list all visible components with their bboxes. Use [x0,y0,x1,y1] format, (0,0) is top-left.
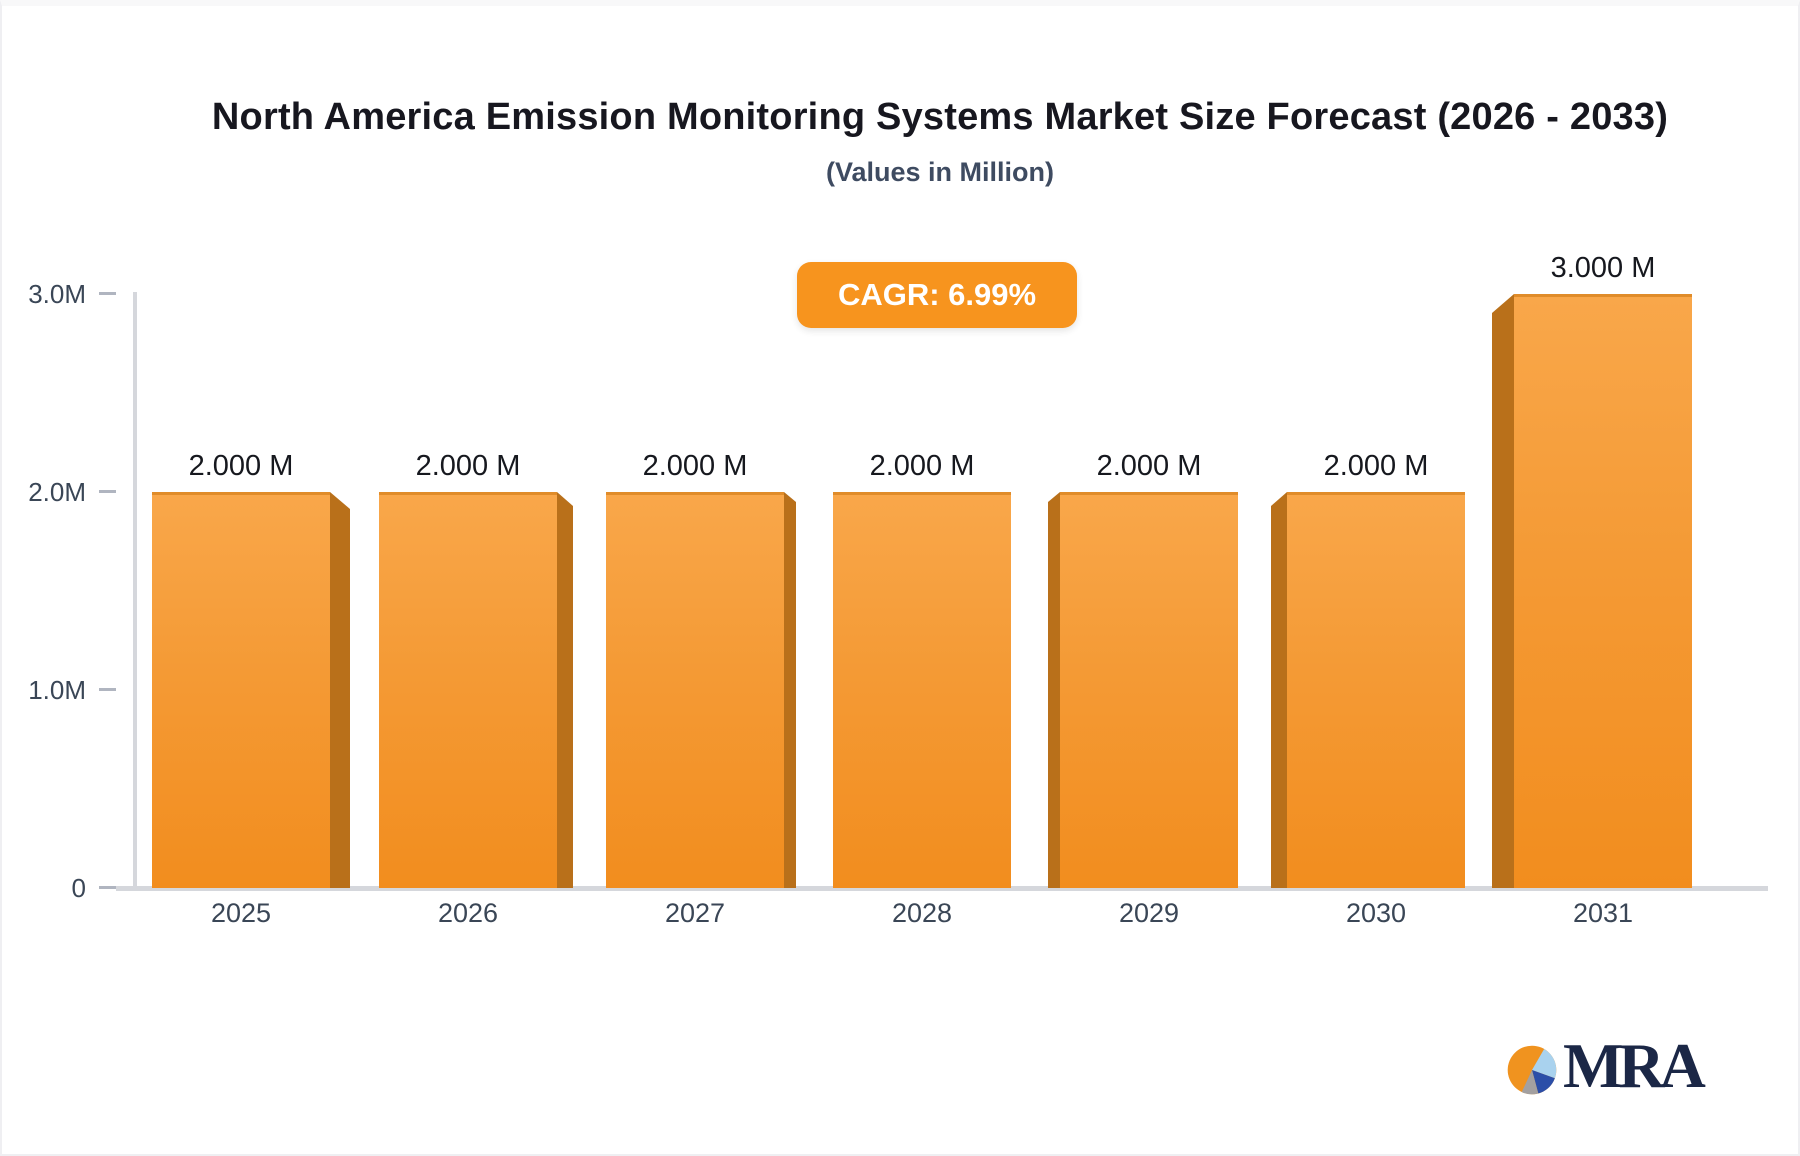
x-axis-line [116,886,1768,891]
chart-title: North America Emission Monitoring System… [211,96,1669,138]
bar-2031[interactable] [1514,294,1692,888]
bar-side-2025 [330,492,350,888]
bar-2026[interactable] [379,492,557,888]
x-axis-label-2025: 2025 [210,898,272,928]
y-axis-tick-label: 0 [71,873,86,903]
chart-header: North America Emission Monitoring System… [100,0,1780,188]
y-axis-line [133,292,137,890]
mra-logo-text: MRA [1563,1030,1706,1101]
bar-value-2027: 2.000 M [642,450,748,482]
y-axis-tick-label: 3.0M [28,279,86,309]
mra-logo: MRA [1505,1034,1706,1098]
bar-side-2030 [1271,492,1287,888]
bar-value-2031: 3.000 M [1550,252,1656,284]
y-axis-tick-dash [99,292,116,295]
x-axis-label-2031: 2031 [1572,898,1634,928]
x-axis-label-2029: 2029 [1118,898,1180,928]
cagr-badge: CAGR: 6.99% [797,262,1077,328]
x-axis-label-2028: 2028 [891,898,953,928]
x-axis-label-2026: 2026 [437,898,499,928]
bar-value-2025: 2.000 M [188,450,294,482]
x-axis-label-2027: 2027 [664,898,726,928]
bar-2029[interactable] [1060,492,1238,888]
y-axis-tick-dash [99,688,116,691]
bar-side-2026 [557,492,573,888]
mra-logo-pie-icon [1507,1045,1557,1095]
bar-value-2030: 2.000 M [1323,450,1429,482]
y-axis-tick-dash [99,886,116,889]
y-axis-tick-label: 2.0M [28,477,86,507]
chart-subtitle: (Values in Million) [825,157,1055,187]
x-axis-label-2030: 2030 [1345,898,1407,928]
bar-value-2028: 2.000 M [869,450,975,482]
y-axis-tick-label: 1.0M [28,675,86,705]
bar-side-2031 [1492,294,1514,888]
bar-value-2029: 2.000 M [1096,450,1202,482]
bar-side-2027 [784,492,796,888]
bar-2028[interactable] [833,492,1011,888]
y-axis-tick-dash [99,490,116,493]
bar-side-2029 [1048,492,1060,888]
bar-2030[interactable] [1287,492,1465,888]
bar-2025[interactable] [152,492,330,888]
bar-2027[interactable] [606,492,784,888]
bar-value-2026: 2.000 M [415,450,521,482]
